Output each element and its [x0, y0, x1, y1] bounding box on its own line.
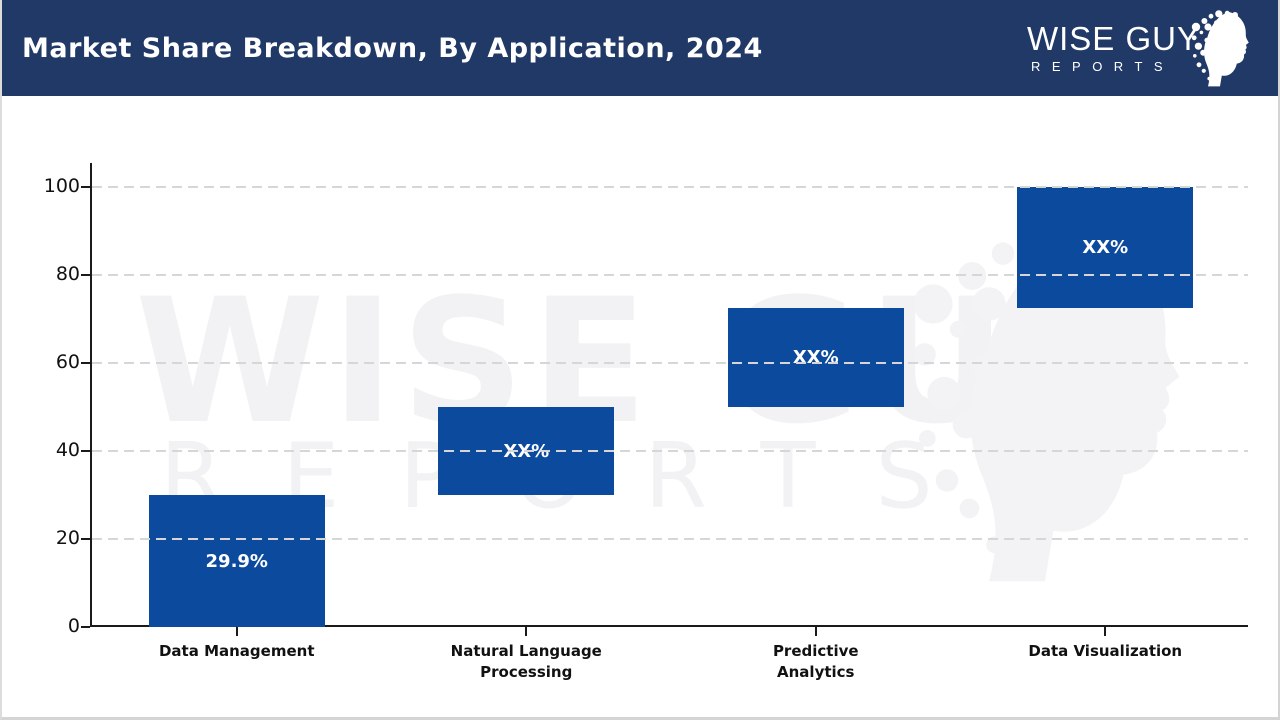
y-tick-mark — [81, 274, 90, 276]
y-tick-mark — [81, 626, 90, 628]
bar-value-label: XX% — [1082, 237, 1129, 258]
bar: XX% — [1017, 187, 1194, 308]
y-tick-mark — [81, 186, 90, 188]
x-category-label: Data Management — [158, 642, 315, 660]
wise-guy-reports-logo: WISE GUY REPORTS — [1027, 9, 1252, 87]
y-tick-label: 80 — [55, 263, 80, 285]
y-tick-label: 0 — [67, 615, 80, 637]
x-tick-mark — [814, 627, 817, 636]
x-tick-mark — [1104, 627, 1107, 636]
y-tick-label: 40 — [55, 439, 80, 461]
logo-wordmark: WISE GUY — [1026, 20, 1200, 57]
y-tick-label: 100 — [43, 175, 80, 197]
gridline — [92, 186, 1248, 188]
gridline — [92, 274, 1248, 276]
bar: 29.9% — [148, 495, 325, 627]
logo-subtext: REPORTS — [1030, 59, 1175, 74]
y-tick-mark — [81, 538, 90, 540]
x-tick-mark — [235, 627, 238, 636]
header-bar: Market Share Breakdown, By Application, … — [2, 0, 1278, 96]
gridline — [92, 362, 1248, 364]
x-tick-mark — [525, 627, 528, 636]
dotted-face-profile-icon — [1191, 10, 1249, 87]
x-category-label: Predictive Analytics — [772, 642, 859, 681]
y-tick-mark — [81, 450, 90, 452]
x-category-label: Natural Language Processing — [450, 642, 602, 681]
gridline — [92, 538, 1248, 540]
gridline — [92, 450, 1248, 452]
page-title: Market Share Breakdown, By Application, … — [22, 32, 763, 64]
bar-value-label: XX% — [792, 347, 839, 368]
plot-area: 0 20 40 60 80 100 29.9% Data Management XX% Natur… — [44, 163, 1248, 681]
y-tick-label: 60 — [55, 351, 80, 373]
y-tick-mark — [81, 362, 90, 364]
y-tick-label: 20 — [55, 527, 80, 549]
x-category-label: Data Visualization — [1028, 642, 1183, 660]
bar: XX% — [727, 308, 904, 407]
bar-value-label: 29.9% — [205, 550, 268, 572]
